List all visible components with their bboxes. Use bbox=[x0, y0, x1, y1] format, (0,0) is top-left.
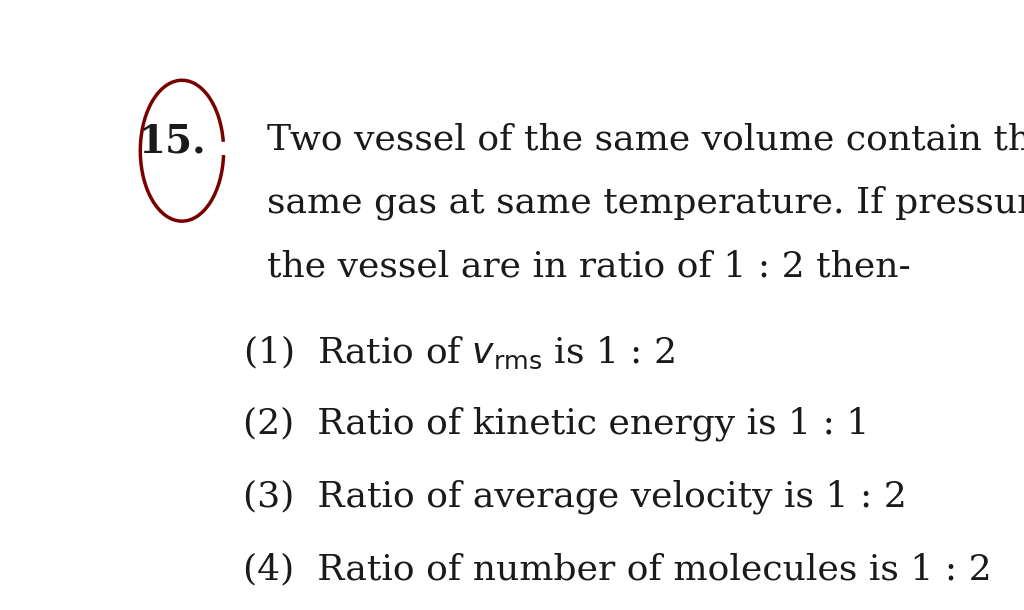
Text: same gas at same temperature. If pressure in: same gas at same temperature. If pressur… bbox=[267, 186, 1024, 220]
Text: (1)  Ratio of $v_{\rm rms}$ is 1 : 2: (1) Ratio of $v_{\rm rms}$ is 1 : 2 bbox=[243, 334, 675, 371]
Text: the vessel are in ratio of 1 : 2 then-: the vessel are in ratio of 1 : 2 then- bbox=[267, 249, 910, 283]
Text: (2)  Ratio of kinetic energy is 1 : 1: (2) Ratio of kinetic energy is 1 : 1 bbox=[243, 407, 869, 441]
Text: (4)  Ratio of number of molecules is 1 : 2: (4) Ratio of number of molecules is 1 : … bbox=[243, 552, 991, 586]
Text: (3)  Ratio of average velocity is 1 : 2: (3) Ratio of average velocity is 1 : 2 bbox=[243, 479, 907, 514]
Text: Two vessel of the same volume contain the: Two vessel of the same volume contain th… bbox=[267, 123, 1024, 157]
Text: 15.: 15. bbox=[138, 123, 206, 160]
